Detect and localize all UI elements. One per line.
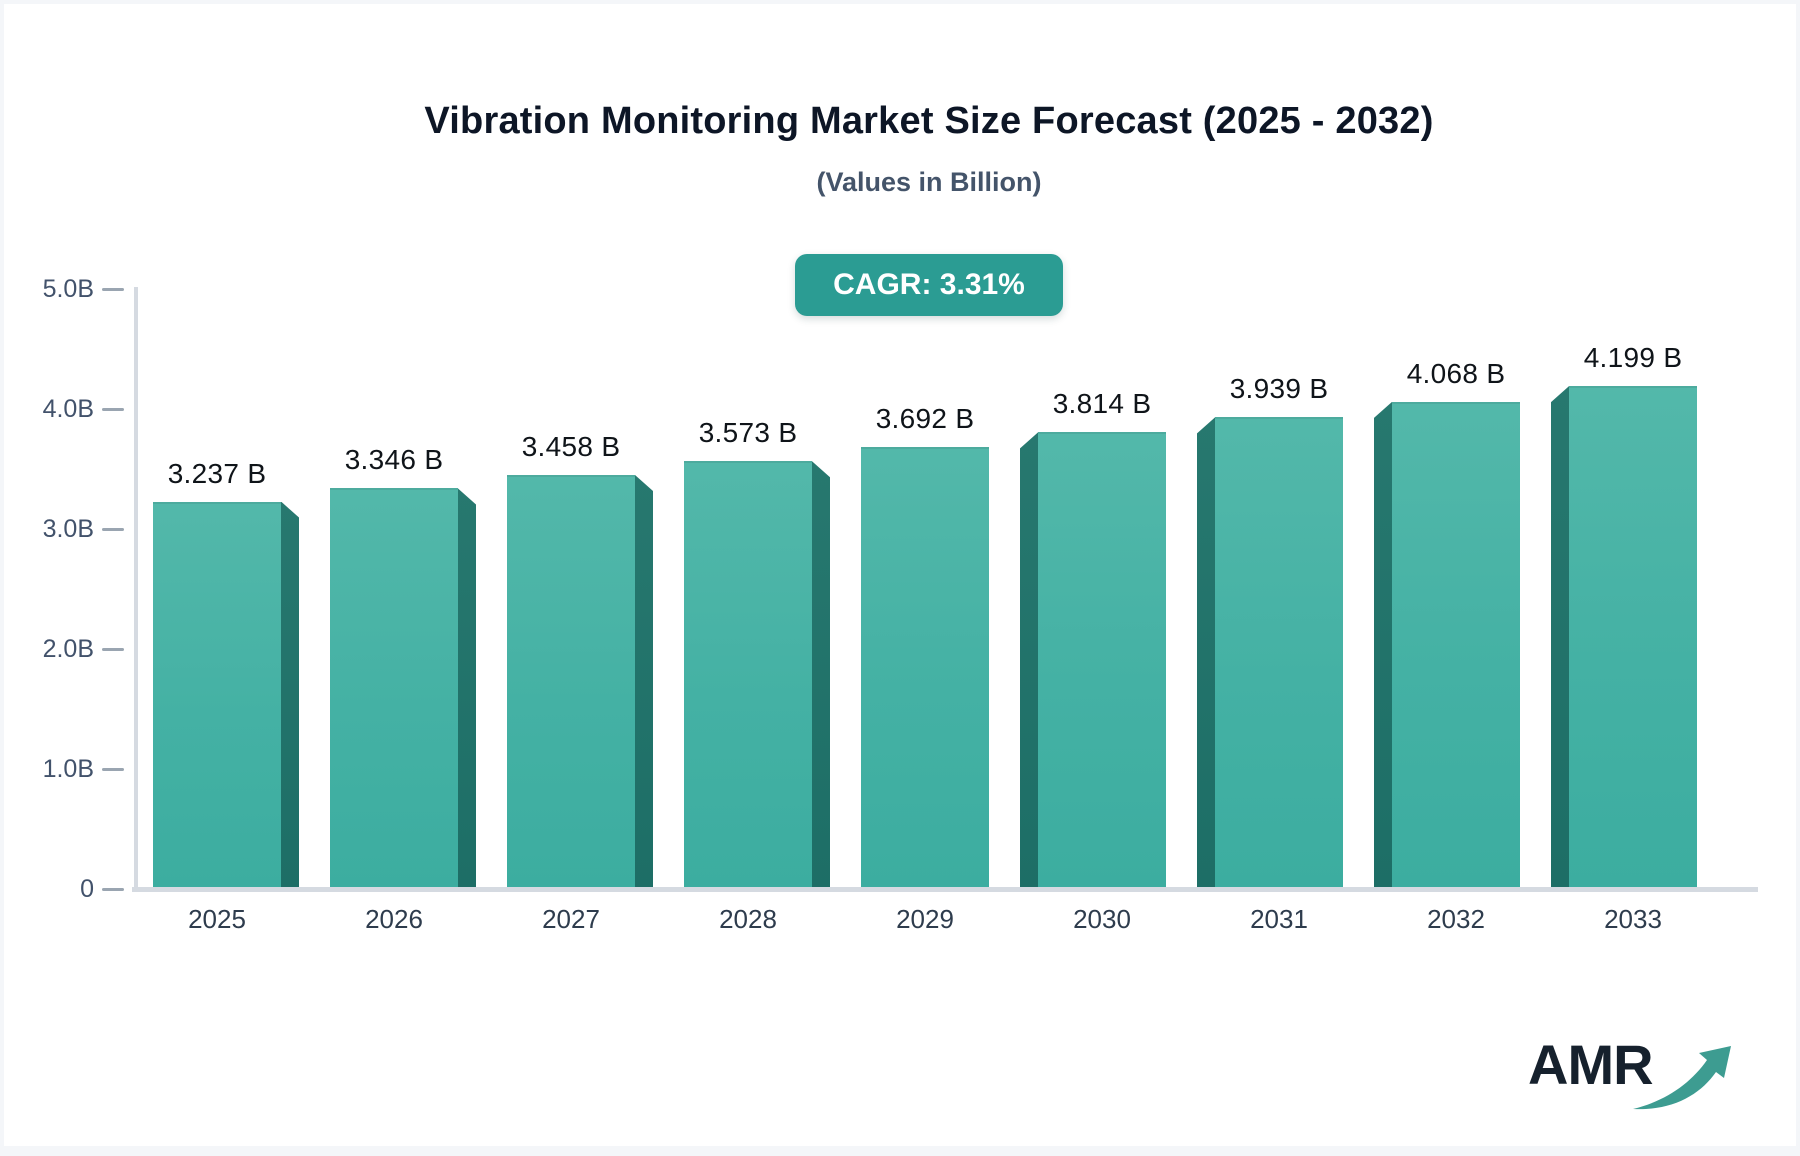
bar-side-2031 — [1197, 417, 1215, 890]
bar-side-2032 — [1374, 401, 1392, 890]
bar-2029 — [861, 446, 989, 890]
x-axis-label: 2031 — [1250, 904, 1308, 934]
bar-2030 — [1038, 432, 1166, 890]
bar-2028 — [684, 461, 812, 890]
bar-value-label: 4.068 B — [1406, 357, 1506, 389]
y-tick-label: 1.0B — [42, 755, 94, 783]
x-axis-label: 2032 — [1427, 904, 1485, 934]
x-axis-label: 2026 — [365, 904, 423, 934]
y-tick-label: 4.0B — [42, 395, 94, 423]
x-axis-label: 2030 — [1073, 904, 1131, 934]
y-tick-mark — [102, 528, 124, 531]
bar-value-label: 3.458 B — [521, 431, 621, 463]
cagr-badge-band: CAGR: 3.31% — [134, 254, 1724, 316]
bar-value-label: 3.814 B — [1052, 388, 1152, 420]
bar-2033 — [1569, 386, 1697, 890]
bar-value-label: 3.939 B — [1229, 373, 1329, 405]
y-tick-label: 2.0B — [42, 635, 94, 663]
cagr-badge: CAGR: 3.31% — [795, 254, 1063, 316]
y-tick-mark — [102, 888, 124, 891]
x-axis-label: 2027 — [542, 904, 600, 934]
bar-2027 — [507, 475, 635, 890]
bar-side-2027 — [635, 475, 653, 890]
bar-chart: 0 1.0B 2.0B 3.0B 4.0B 5.0B 3.237 B 2025 3.346 B 2… — [4, 4, 1796, 1146]
x-axis-label: 2029 — [896, 904, 954, 934]
chart-subtitle: (Values in Billion) — [816, 167, 1042, 197]
bar-value-label: 3.692 B — [875, 402, 975, 434]
chart-card: Vibration Monitoring Market Size Forecas… — [4, 4, 1796, 1146]
x-axis-label: 2033 — [1604, 904, 1662, 934]
bar-value-label: 3.237 B — [167, 457, 267, 489]
y-tick-label: 3.0B — [42, 515, 94, 543]
amr-logo: AMR — [1528, 1032, 1738, 1122]
bar-side-2028 — [812, 461, 830, 890]
x-axis-line — [132, 887, 1758, 892]
x-axis-label: 2028 — [719, 904, 777, 934]
y-tick-mark — [102, 408, 124, 411]
growth-arrow-icon — [1633, 1046, 1731, 1110]
bar-side-2026 — [458, 488, 476, 890]
y-tick-mark — [102, 288, 124, 291]
y-tick-mark — [102, 768, 124, 771]
bar-2032 — [1392, 401, 1520, 890]
x-axis-label: 2025 — [188, 904, 246, 934]
bar-value-label: 4.199 B — [1583, 342, 1683, 374]
bar-value-label: 3.573 B — [698, 417, 798, 449]
bar-2025 — [153, 501, 281, 890]
chart-title: Vibration Monitoring Market Size Forecas… — [424, 100, 1434, 142]
bar-2031 — [1215, 417, 1343, 890]
bar-value-label: 3.346 B — [344, 444, 444, 476]
y-tick-label: 5.0B — [42, 275, 94, 303]
bar-side-2030 — [1020, 432, 1038, 890]
bar-side-2033 — [1551, 386, 1569, 890]
bar-2026 — [330, 488, 458, 890]
bar-side-2025 — [281, 501, 299, 890]
y-axis-line — [134, 287, 138, 890]
amr-logo-text: AMR — [1528, 1033, 1654, 1096]
y-tick-mark — [102, 648, 124, 651]
y-tick-label: 0 — [80, 875, 94, 903]
